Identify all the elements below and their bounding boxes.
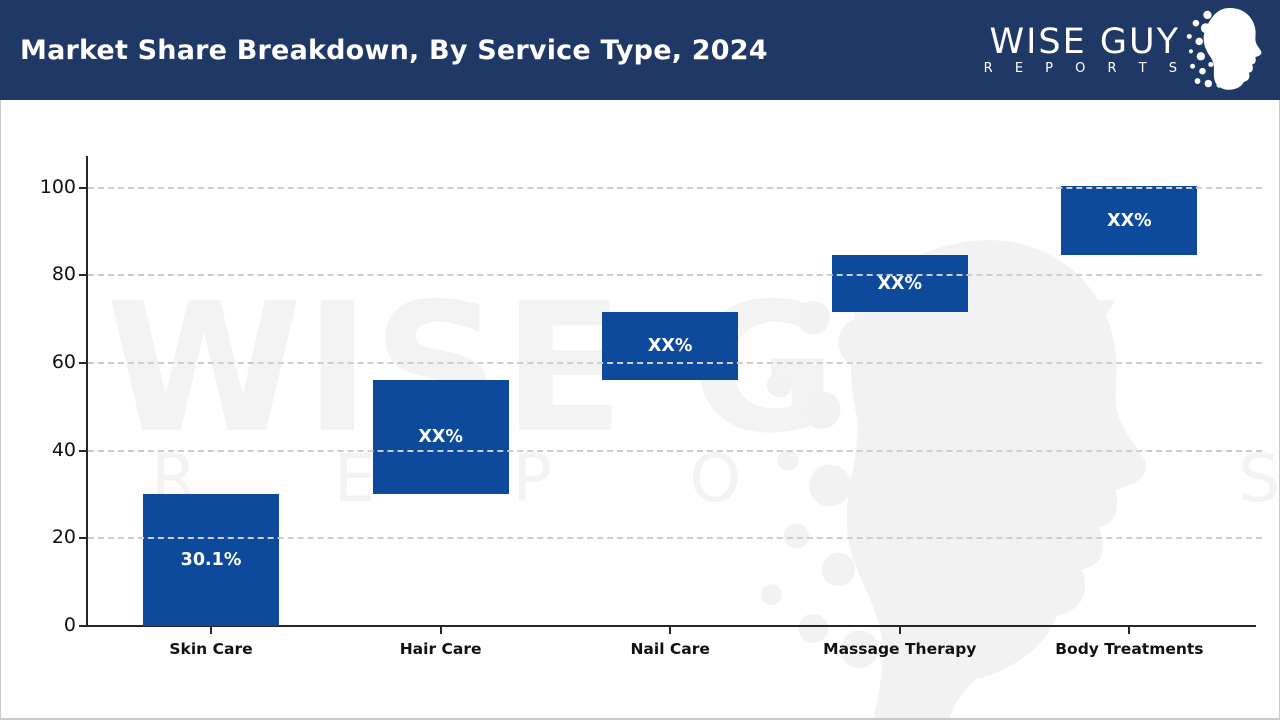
x-axis-spine <box>86 625 1256 627</box>
y-tick-label: 20 <box>51 526 76 549</box>
y-tick-label: 0 <box>63 614 76 636</box>
x-axis-label: Hair Care <box>399 640 482 658</box>
x-tick <box>1128 627 1131 634</box>
x-tick <box>439 627 442 634</box>
gridline <box>88 186 1262 189</box>
y-tick <box>79 361 88 364</box>
bar-value-label: XX% <box>1107 210 1152 231</box>
bar-value-label: XX% <box>647 336 693 356</box>
y-tick <box>79 449 88 452</box>
gridline <box>88 537 1262 540</box>
y-tick-label: 100 <box>39 175 76 198</box>
header: Market Share Breakdown, By Service Type,… <box>0 0 1280 100</box>
bar: XX% <box>372 379 509 494</box>
bar: XX% <box>831 255 968 313</box>
bar-value-label: XX% <box>418 426 463 447</box>
y-tick <box>79 537 88 540</box>
x-tick <box>898 627 901 634</box>
x-axis-label: Nail Care <box>630 640 710 658</box>
y-tick-label: 60 <box>51 350 76 373</box>
logo-wordmark: WISE GUY <box>989 22 1180 63</box>
bar: 30.1% <box>143 494 279 626</box>
logo-head-icon <box>1182 5 1266 95</box>
bar: XX% <box>1061 186 1198 256</box>
page-title: Market Share Breakdown, By Service Type,… <box>20 34 768 66</box>
y-tick-label: 80 <box>51 263 76 286</box>
bar-value-label: XX% <box>877 273 923 294</box>
y-tick <box>79 274 88 277</box>
x-tick <box>210 627 212 634</box>
logo-subtitle: R E P O R T S <box>983 60 1186 76</box>
bar-value-label: 30.1% <box>180 549 242 570</box>
gridline <box>88 361 1262 364</box>
wise-guy-logo: WISE GUY R E P O R T S <box>984 5 1266 95</box>
y-tick-label: 40 <box>51 438 76 461</box>
gridline <box>88 449 1262 452</box>
bar: XX% <box>602 312 739 380</box>
x-tick <box>669 627 672 634</box>
logo-text: WISE GUY R E P O R T S <box>984 24 1180 76</box>
y-tick <box>79 625 88 627</box>
gridline <box>88 274 1262 277</box>
x-axis-label: Body Treatments <box>1055 640 1204 658</box>
y-axis-spine <box>86 156 88 627</box>
x-axis-label: Skin Care <box>169 640 253 658</box>
y-tick <box>79 186 88 189</box>
x-axis-label: Massage Therapy <box>823 640 977 658</box>
